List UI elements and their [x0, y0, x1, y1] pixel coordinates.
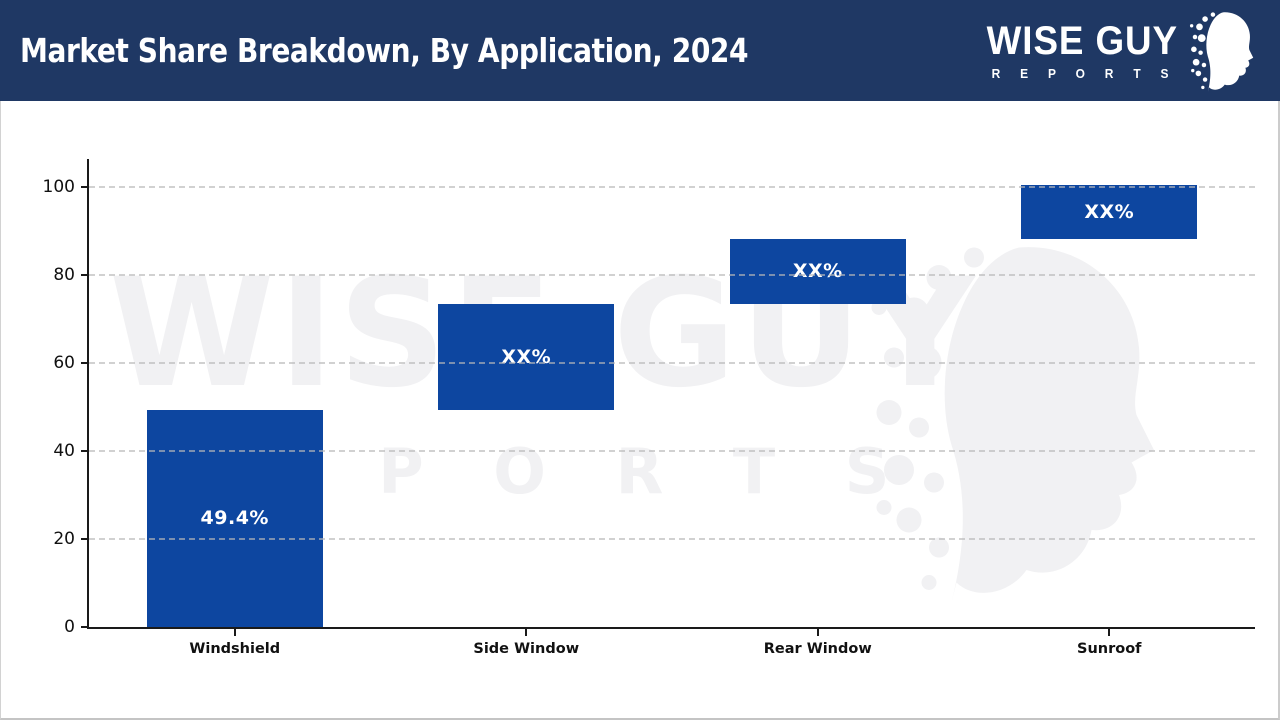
bar-value-label: XX% — [1084, 200, 1135, 223]
logo-head-icon — [1189, 11, 1254, 92]
y-axis-tick — [81, 186, 89, 188]
y-axis-tick-label: 60 — [53, 353, 75, 373]
bar-rear-window: XX% — [729, 238, 906, 305]
bar-windshield: 49.4% — [146, 409, 323, 627]
category-label-sunroof: Sunroof — [1077, 641, 1142, 657]
wise-guy-logo: WISE GUY R E P O R T S — [970, 9, 1266, 93]
x-axis-tick — [816, 629, 819, 636]
x-axis-line — [87, 627, 1255, 629]
y-axis-tick — [81, 450, 89, 452]
page-title: Market Share Breakdown, By Application, … — [20, 31, 749, 70]
y-axis-tick — [81, 538, 89, 540]
y-axis-tick — [81, 274, 89, 276]
chart-canvas: WISE GUY R E P O R T S 0 20 40 60 80 100 49.4%… — [0, 101, 1280, 720]
gridline-80 — [89, 274, 1255, 276]
bar-sunroof: XX% — [1021, 184, 1198, 239]
logo-text: WISE GUY R E P O R T S — [987, 21, 1178, 81]
header-bar: Market Share Breakdown, By Application, … — [0, 0, 1280, 101]
logo-wordmark: WISE GUY — [986, 18, 1178, 63]
y-axis-tick-label: 80 — [53, 265, 75, 285]
y-axis-tick-label: 20 — [53, 529, 75, 549]
bar-value-label: 49.4% — [200, 507, 269, 530]
y-axis-tick — [81, 626, 89, 628]
y-axis-line — [87, 159, 89, 629]
bar-value-label: XX% — [501, 345, 552, 368]
category-label-windshield: Windshield — [189, 641, 281, 657]
y-axis-tick-label: 0 — [64, 617, 75, 637]
gridline-100 — [89, 186, 1255, 188]
watermark-head-icon — [871, 247, 1154, 603]
category-label-side-window: Side Window — [473, 641, 580, 657]
y-axis-tick-label: 40 — [53, 441, 75, 461]
x-axis-tick — [233, 629, 236, 636]
category-label-rear-window: Rear Window — [763, 641, 872, 657]
x-axis-tick — [1108, 629, 1111, 636]
y-axis-tick — [81, 362, 89, 364]
gridline-20 — [89, 538, 1255, 540]
y-axis-tick-label: 100 — [42, 177, 75, 197]
bar-side-window: XX% — [438, 304, 615, 410]
bar-value-label: XX% — [792, 260, 843, 283]
x-axis-tick — [525, 629, 528, 636]
gridline-60 — [89, 362, 1255, 364]
logo-subtext: R E P O R T S — [991, 65, 1177, 81]
gridline-40 — [89, 450, 1255, 452]
